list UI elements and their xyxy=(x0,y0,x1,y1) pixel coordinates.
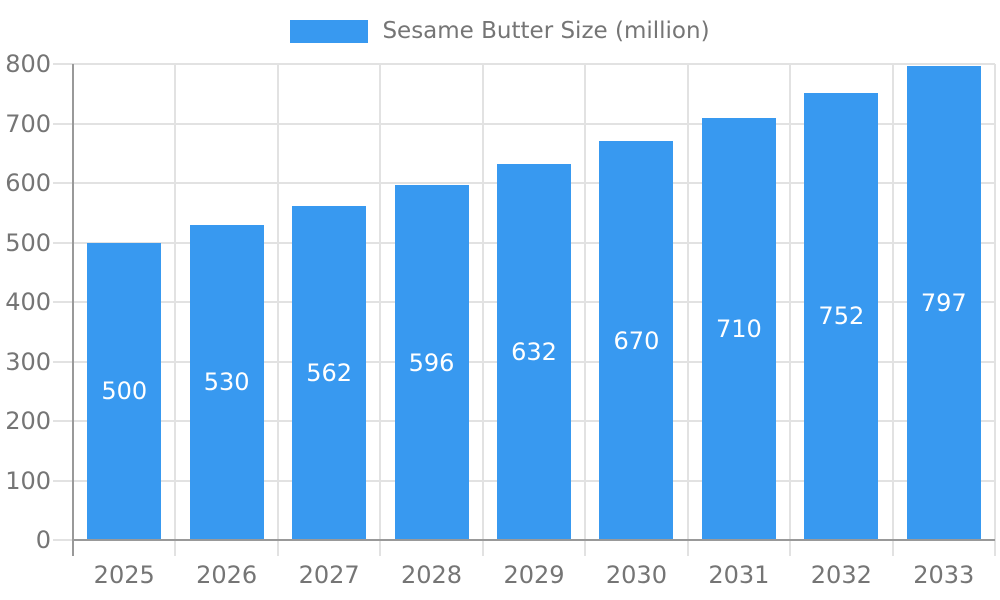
y-axis-tick xyxy=(53,539,73,541)
x-axis-tick-label: 2033 xyxy=(913,561,975,589)
y-axis-tick xyxy=(53,63,73,65)
bar-value-label: 562 xyxy=(306,358,353,387)
y-axis-tick-label: 600 xyxy=(5,169,51,197)
bar-value-label: 752 xyxy=(818,302,865,331)
bar-2028[interactable]: 596 xyxy=(394,185,469,540)
bar-value-label: 670 xyxy=(613,326,660,355)
gridline-vertical xyxy=(686,64,689,556)
gridline-vertical xyxy=(891,64,894,556)
bar-2032[interactable]: 752 xyxy=(804,92,879,540)
bar-2029[interactable]: 632 xyxy=(497,163,571,540)
gridline-vertical xyxy=(481,64,484,556)
bar-value-label: 500 xyxy=(101,377,148,406)
x-axis-tick-label: 2028 xyxy=(401,561,463,589)
y-axis-tick-label: 700 xyxy=(5,109,51,138)
y-axis-tick xyxy=(53,479,73,482)
x-axis-line xyxy=(73,539,995,541)
x-axis-tick-label: 2032 xyxy=(810,561,872,589)
bar-value-label: 596 xyxy=(408,348,455,377)
y-axis-tick-label: 800 xyxy=(5,50,51,78)
bar-value-label: 797 xyxy=(920,288,967,317)
x-axis-tick-label: 2026 xyxy=(196,561,258,589)
gridline-vertical xyxy=(789,64,792,556)
gridline-vertical xyxy=(584,64,587,556)
bar-2025[interactable]: 500 xyxy=(87,242,162,540)
gridline-horizontal xyxy=(73,63,995,65)
y-axis-tick-label: 0 xyxy=(35,526,51,554)
x-axis-tick-label: 2030 xyxy=(605,561,667,589)
legend-label: Sesame Butter Size (million) xyxy=(382,18,710,44)
gridline-vertical xyxy=(379,64,382,556)
bar-2027[interactable]: 562 xyxy=(292,205,367,540)
x-axis-tick-label: 2031 xyxy=(708,561,770,589)
y-axis-line xyxy=(72,64,74,556)
bar-value-label: 530 xyxy=(203,368,250,397)
gridline-horizontal xyxy=(73,122,995,125)
gridline-vertical xyxy=(276,64,279,556)
legend-swatch-icon xyxy=(290,19,369,43)
plot-area: 500 530 562 596 632 670 710 752 797 xyxy=(73,63,996,556)
y-axis-tick xyxy=(53,241,73,244)
y-axis-tick xyxy=(53,182,73,184)
bar-value-label: 632 xyxy=(511,337,557,366)
y-axis-tick-label: 200 xyxy=(5,407,51,435)
bar-2026[interactable]: 530 xyxy=(189,224,264,540)
y-axis-tick-label: 100 xyxy=(5,466,51,495)
bar-2030[interactable]: 670 xyxy=(599,141,674,540)
y-axis-tick-label: 500 xyxy=(5,228,51,257)
x-axis-tick-label: 2027 xyxy=(298,561,360,589)
y-axis-tick xyxy=(53,122,73,125)
legend: Sesame Butter Size (million) xyxy=(0,18,1000,44)
gridline-vertical xyxy=(174,64,177,556)
y-axis-tick xyxy=(53,301,73,303)
gridline-vertical xyxy=(994,64,996,556)
x-axis-tick-label: 2029 xyxy=(503,561,565,589)
bar-2031[interactable]: 710 xyxy=(701,117,776,540)
y-axis-tick xyxy=(53,360,73,363)
x-axis-tick-label: 2025 xyxy=(93,561,155,589)
bar-value-label: 710 xyxy=(715,314,762,343)
bar-2033[interactable]: 797 xyxy=(906,65,981,540)
y-axis-tick-label: 300 xyxy=(5,347,51,376)
y-axis-tick-label: 400 xyxy=(5,288,51,316)
y-axis-tick xyxy=(53,420,73,422)
